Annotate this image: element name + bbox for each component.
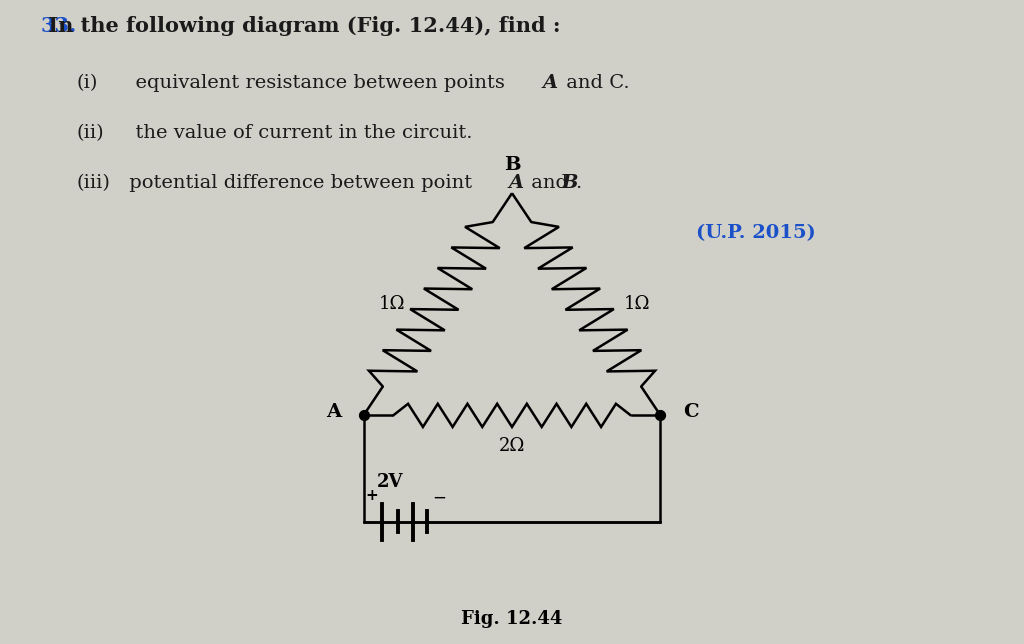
Text: the value of current in the circuit.: the value of current in the circuit. xyxy=(123,124,472,142)
Text: A: A xyxy=(543,74,558,92)
Text: In the following diagram (Fig. 12.44), find :: In the following diagram (Fig. 12.44), f… xyxy=(41,16,560,36)
Text: A: A xyxy=(326,403,341,421)
Text: (iii): (iii) xyxy=(77,174,111,192)
Text: 1Ω: 1Ω xyxy=(625,296,650,313)
Text: equivalent resistance between points: equivalent resistance between points xyxy=(123,74,511,92)
Text: 2V: 2V xyxy=(377,473,403,491)
Text: C: C xyxy=(683,403,698,421)
Text: (U.P. 2015): (U.P. 2015) xyxy=(696,224,816,242)
Text: Fig. 12.44: Fig. 12.44 xyxy=(462,610,562,628)
Text: 33.: 33. xyxy=(41,16,78,36)
Text: 1Ω: 1Ω xyxy=(379,296,404,313)
Text: potential difference between point: potential difference between point xyxy=(123,174,478,192)
Text: A: A xyxy=(509,174,524,192)
Text: +: + xyxy=(366,488,378,504)
Text: B: B xyxy=(504,156,520,174)
Text: and: and xyxy=(525,174,574,192)
Text: and C.: and C. xyxy=(560,74,630,92)
Text: 2Ω: 2Ω xyxy=(499,437,525,455)
Point xyxy=(652,410,669,421)
Text: (i): (i) xyxy=(77,74,98,92)
Text: .: . xyxy=(575,174,582,192)
Text: (ii): (ii) xyxy=(77,124,104,142)
Point xyxy=(355,410,372,421)
Text: −: − xyxy=(432,488,446,506)
Text: B: B xyxy=(561,174,578,192)
